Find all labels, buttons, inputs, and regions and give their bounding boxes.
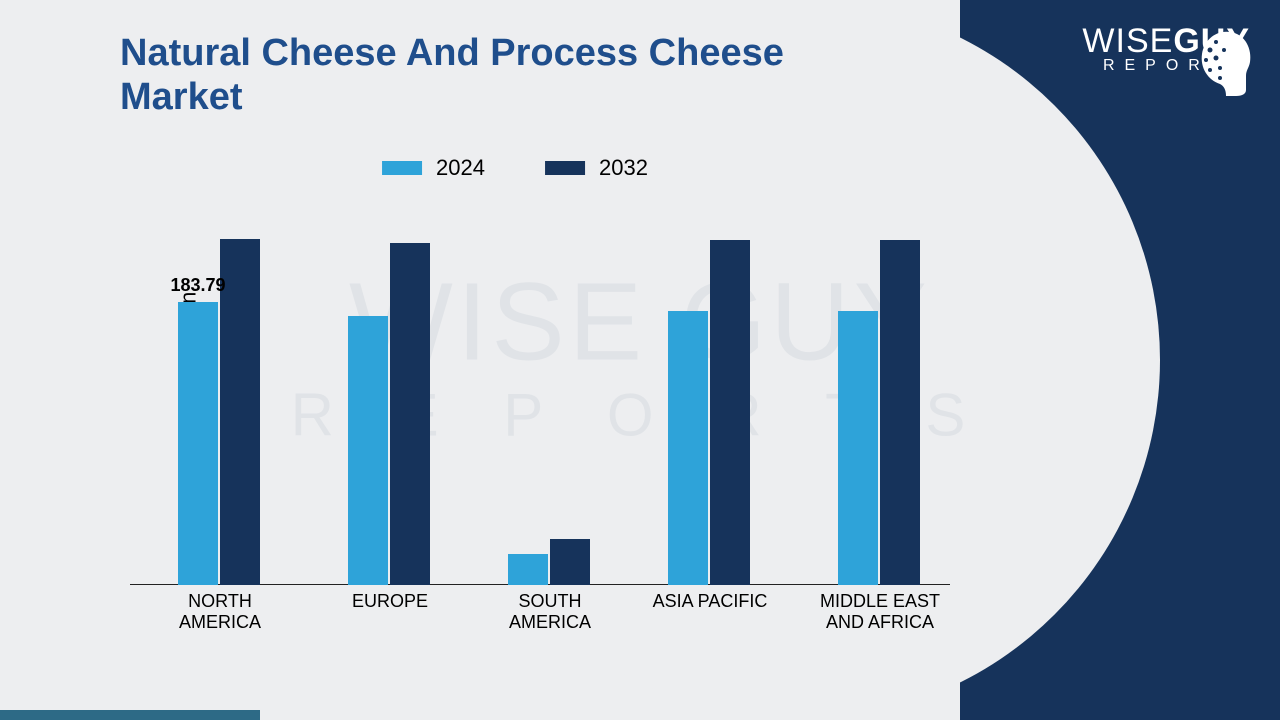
legend-item-2024: 2024 [382,155,485,181]
legend-label-2032: 2032 [599,155,648,181]
logo-word-wise: WISE [1082,22,1173,60]
bar-2024 [178,302,218,585]
x-category-label: MIDDLE EAST AND AFRICA [810,591,950,632]
bar-2032 [710,240,750,585]
bar-2032 [220,239,260,585]
bar-2024 [668,311,708,585]
bar-2032 [390,243,430,585]
legend-swatch-2032 [545,161,585,175]
plot-region: 183.79 [130,185,950,585]
x-category-label: EUROPE [320,591,460,612]
x-category-label: ASIA PACIFIC [640,591,780,612]
x-category-label: NORTH AMERICA [150,591,290,632]
bar-2032 [880,240,920,585]
x-labels-row: NORTH AMERICA EUROPE SOUTH AMERICA ASIA PAC… [130,585,950,675]
chart-title: Natural Cheese And Process Cheese Market [120,32,820,119]
bar-2024 [348,316,388,585]
bar-2032 [550,539,590,585]
brand-logo: WISEGUY REPORTS [1082,22,1250,75]
footer-accent-bar [0,710,260,720]
bar-2024 [508,554,548,585]
page-root: WISEGUY REPORTS Natural Cheese And Proce… [0,0,1280,720]
legend-item-2032: 2032 [545,155,648,181]
legend-swatch-2024 [382,161,422,175]
legend-label-2024: 2024 [436,155,485,181]
x-category-label: SOUTH AMERICA [480,591,620,632]
chart-area: Market Size in USD Billion 2024 2032 183… [70,155,960,685]
bar-value-label: 183.79 [170,275,225,296]
bar-2024 [838,311,878,585]
head-icon [1186,28,1256,98]
legend: 2024 2032 [382,155,648,181]
